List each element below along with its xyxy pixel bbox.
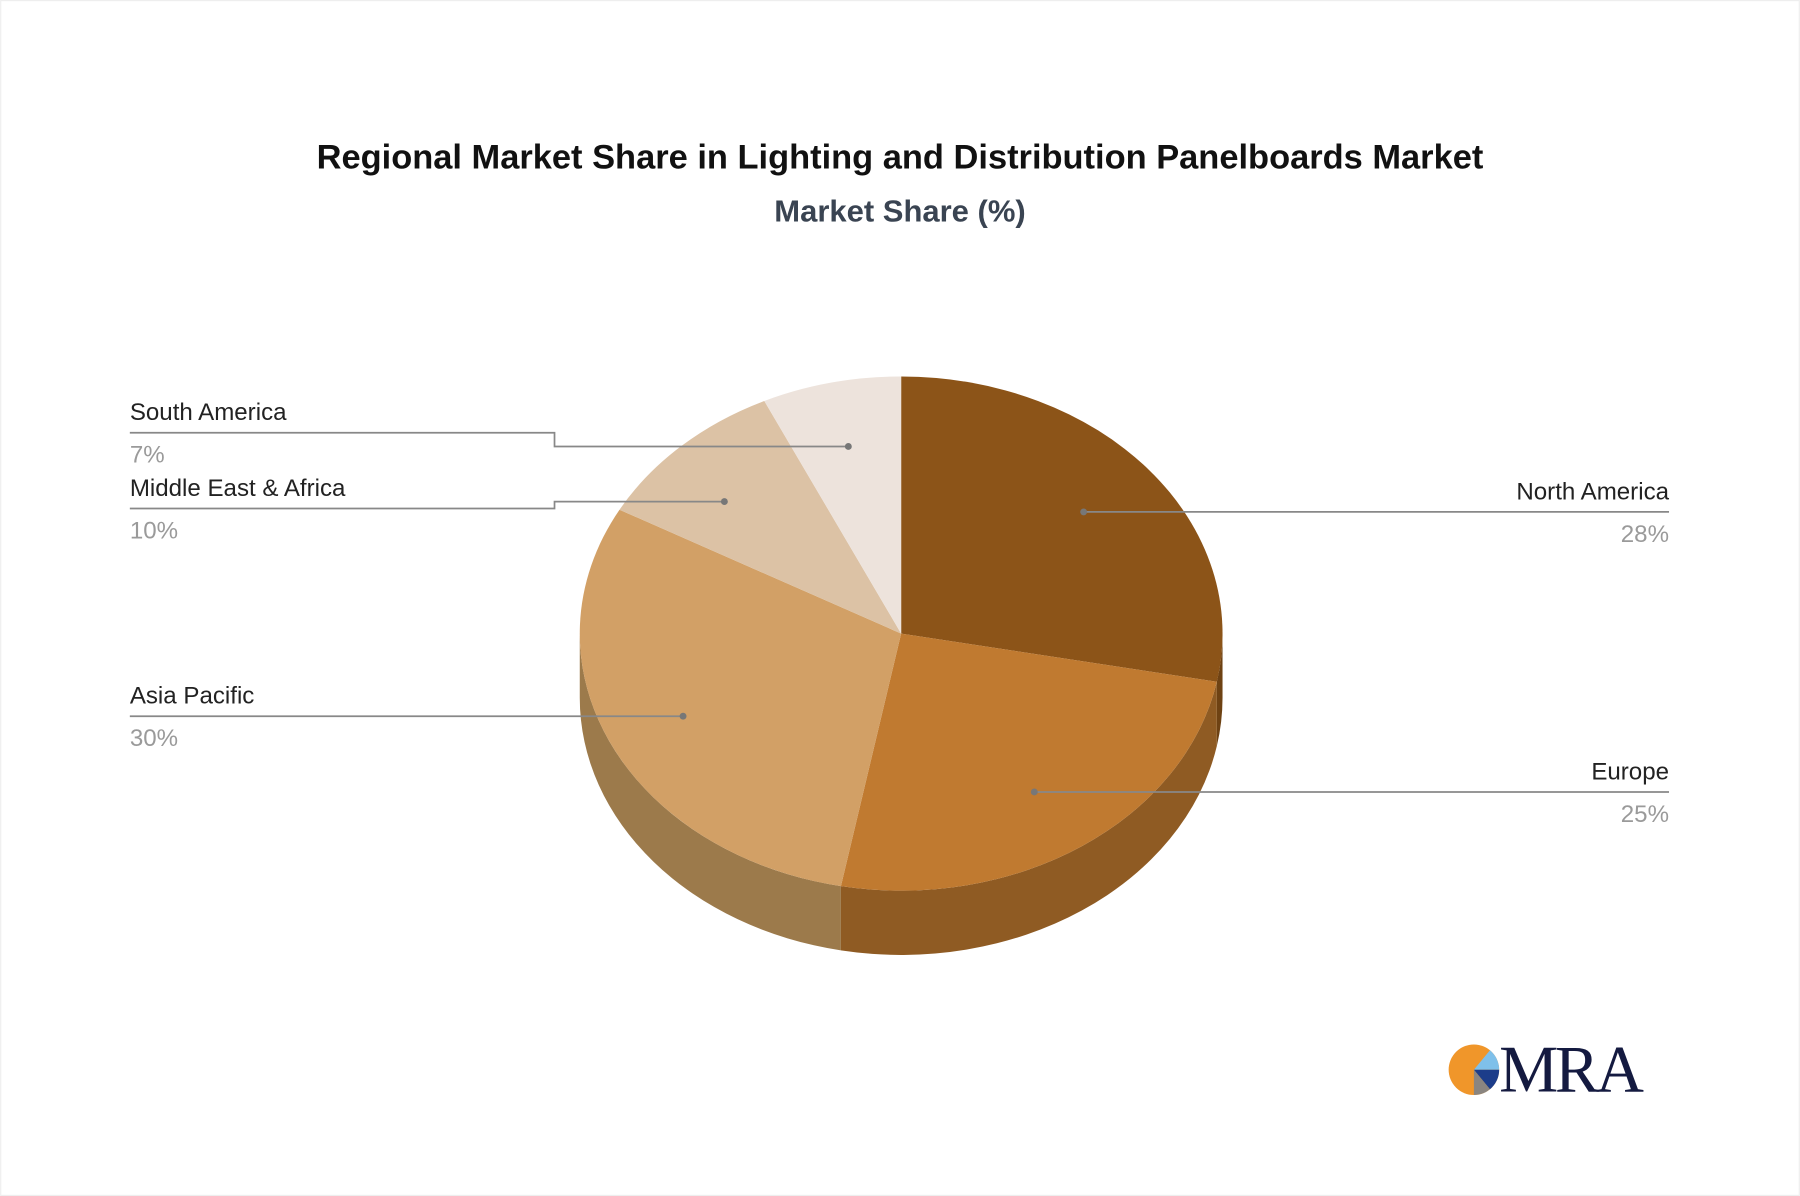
label-category-1: Europe <box>1591 758 1669 785</box>
label-category-3: Middle East & Africa <box>130 475 346 502</box>
leader-dot-3 <box>720 498 728 506</box>
leader-dot-4 <box>844 443 852 450</box>
label-value-1: 25% <box>1621 801 1669 828</box>
label-value-0: 28% <box>1621 521 1669 548</box>
pie-labels: North America 28% Europe 25% Asia Pacific 30%… <box>129 399 1670 828</box>
pie-slices <box>579 376 1223 891</box>
chart-subtitle: Market Share (%) <box>774 194 1025 229</box>
label-category-0: North America <box>1516 478 1669 505</box>
pie-side-1 <box>840 681 1217 955</box>
pie-slice-0 <box>901 376 1223 682</box>
leader-dot-0 <box>1080 508 1088 516</box>
pie-slice-1 <box>840 633 1217 891</box>
label-value-2: 30% <box>130 725 178 752</box>
label-value-3: 10% <box>130 517 178 544</box>
leader-line-4 <box>129 431 849 448</box>
chart-title: Regional Market Share in Lighting and Di… <box>317 139 1484 177</box>
label-category-4: South America <box>130 399 287 426</box>
pie-side-2 <box>579 633 841 951</box>
pie-slice-4 <box>764 376 902 634</box>
label-category-2: Asia Pacific <box>130 683 255 710</box>
label-value-4: 7% <box>130 442 165 469</box>
pie-slice-3 <box>619 400 902 634</box>
mra-logo: MRA <box>1448 1034 1647 1107</box>
leader-dot-2 <box>679 712 687 720</box>
svg-text:MRA: MRA <box>1499 1034 1644 1107</box>
leader-line-3 <box>129 500 725 510</box>
pie-side-0 <box>1216 633 1223 747</box>
leader-dot-1 <box>1030 788 1038 796</box>
pie-sides <box>579 633 1223 955</box>
pie-slice-2 <box>579 509 902 887</box>
